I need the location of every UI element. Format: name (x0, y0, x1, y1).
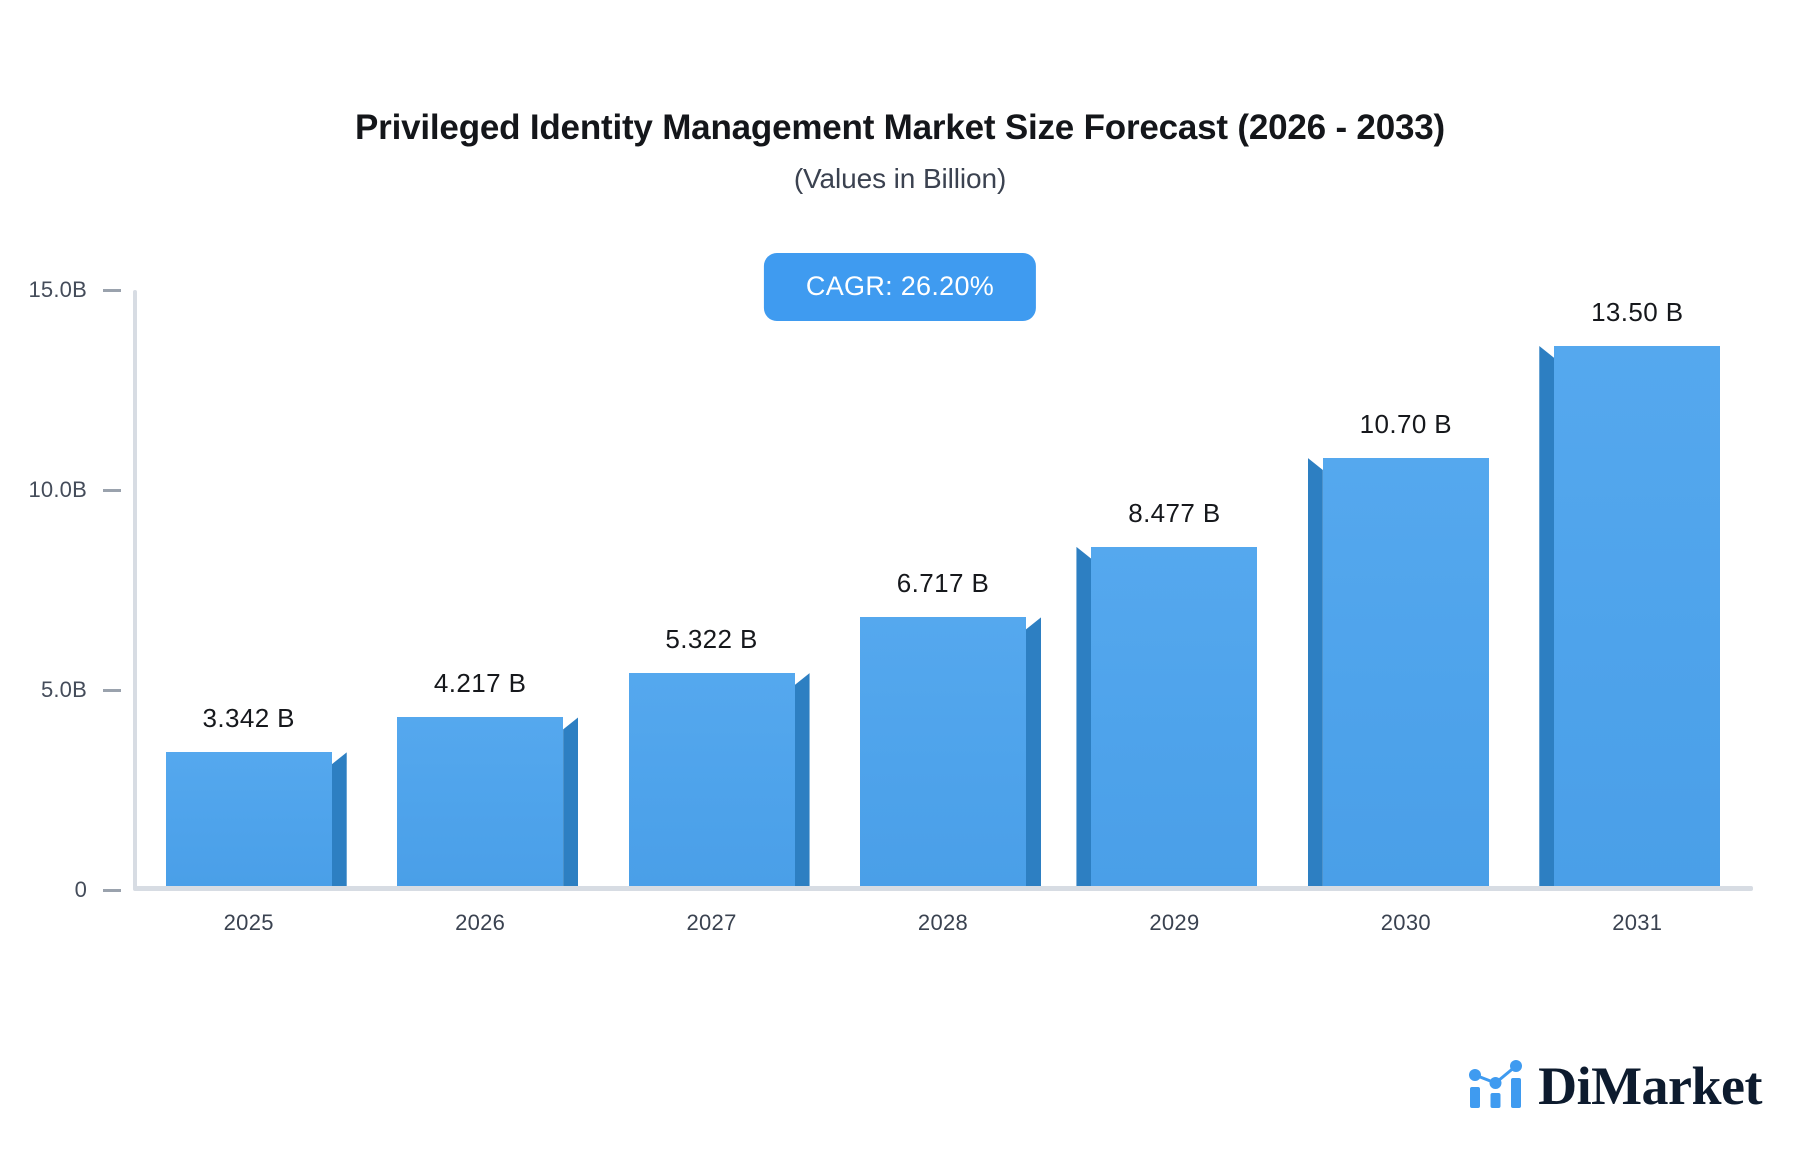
chart-subtitle: (Values in Billion) (793, 163, 1007, 195)
x-axis-tick-label: 2028 (917, 910, 969, 935)
bar-value-label: 6.717 B (896, 568, 990, 599)
x-axis-line (133, 886, 1753, 891)
y-axis-line (133, 290, 137, 890)
bar-value-label: 8.477 B (1128, 497, 1221, 528)
bar-side-face (1076, 546, 1092, 886)
bar-series: 3.342 B 2025 4.217 B 2026 5.322 B 2027 6.717 B… (133, 290, 1753, 935)
y-axis-tick: 10.0B (29, 477, 134, 503)
logo-text: DiMarket (1538, 1055, 1762, 1116)
bar-front-face (1091, 546, 1258, 886)
y-axis-tick-label: 15.0B (28, 277, 87, 302)
bar-group: 10.70 B 2030 (1307, 290, 1489, 935)
bar[interactable] (628, 673, 810, 886)
x-axis-tick-label: 2029 (1149, 910, 1200, 935)
bar[interactable] (397, 717, 579, 886)
bar-side-face (331, 752, 347, 886)
bar-chart-icon (1468, 1057, 1524, 1114)
bar-front-face (1554, 346, 1721, 886)
y-axis-tick-mark (103, 888, 121, 892)
bar-group: 13.50 B 2031 (1539, 290, 1721, 935)
y-axis-tick-label: 0 (74, 877, 87, 902)
y-axis-tick: 5.0B (41, 677, 133, 703)
bar[interactable] (165, 752, 347, 886)
y-axis-tick-mark (103, 488, 121, 492)
y-axis-tick-mark (103, 288, 121, 292)
bar[interactable] (1539, 346, 1721, 886)
x-axis-tick-label: 2026 (455, 910, 506, 935)
y-axis-tick: 0 (75, 877, 133, 903)
bar-front-face (1322, 458, 1489, 886)
bar-front-face (397, 717, 564, 886)
bar-side-face (563, 717, 579, 886)
bar[interactable] (1307, 458, 1489, 886)
title-block: Privileged Identity Management Market Si… (0, 108, 1800, 195)
x-axis-tick-label: 2027 (686, 910, 737, 935)
bar-group: 8.477 B 2029 (1076, 290, 1258, 935)
bar-value-label: 3.342 B (202, 703, 295, 734)
bar[interactable] (1076, 546, 1258, 886)
bar-group: 6.717 B 2028 (860, 290, 1041, 935)
y-axis-tick: 15.0B (29, 277, 134, 303)
chart-title: Privileged Identity Management Market Si… (355, 108, 1445, 147)
bar-side-face (1026, 617, 1041, 886)
bar-value-label: 13.50 B (1591, 297, 1684, 327)
bar-side-face (1539, 346, 1555, 886)
dimarket-logo: DiMarket (1468, 1057, 1762, 1114)
bar-side-face (794, 673, 810, 886)
bar-front-face (860, 617, 1026, 886)
cagr-badge: CAGR: 26.20% (763, 253, 1037, 321)
plot-area: 0 5.0B 10.0B 15.0B 3.342 B 2025 4.217 B 2026 5.… (29, 277, 1753, 935)
x-axis-tick-label: 2031 (1612, 910, 1663, 935)
bar-side-face (1307, 458, 1323, 886)
bar-front-face (165, 752, 332, 886)
x-axis-tick-label: 2025 (223, 910, 274, 935)
x-axis-tick-label: 2030 (1380, 910, 1431, 935)
bar[interactable] (860, 617, 1041, 886)
y-axis-tick-label: 5.0B (40, 677, 87, 702)
bar-value-label: 4.217 B (433, 668, 527, 699)
bar-group: 3.342 B 2025 (165, 290, 347, 935)
bar-value-label: 10.70 B (1359, 409, 1453, 439)
y-axis-tick-mark (103, 688, 121, 692)
y-axis-tick-label: 10.0B (28, 477, 87, 502)
bar-value-label: 5.322 B (665, 624, 758, 655)
bar-front-face (628, 673, 795, 886)
bar-group: 5.322 B 2027 (628, 290, 810, 935)
bar-group: 4.217 B 2026 (397, 290, 579, 935)
